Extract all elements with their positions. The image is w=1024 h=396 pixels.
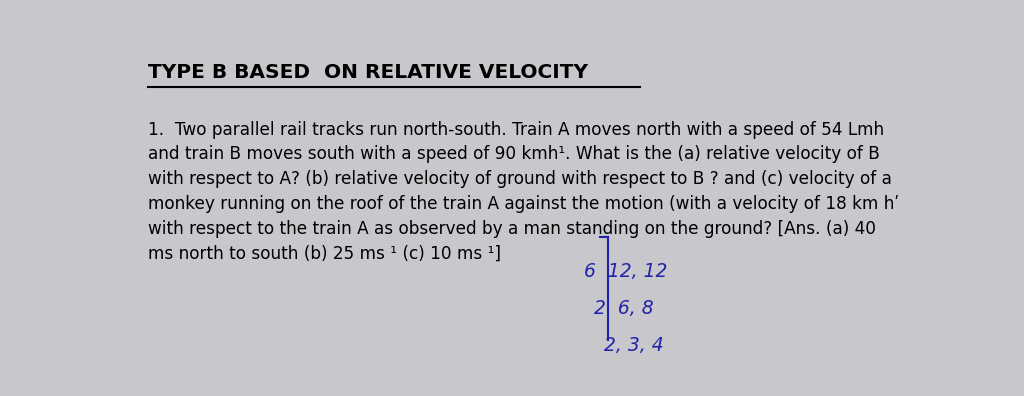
- Text: 2, 3, 4: 2, 3, 4: [604, 336, 664, 355]
- Text: 6  12, 12: 6 12, 12: [585, 263, 668, 282]
- Text: 1.  Two parallel rail tracks run north-south. Train A moves north with a speed o: 1. Two parallel rail tracks run north-so…: [147, 121, 899, 262]
- Text: TYPE B BASED  ON RELATIVE VELOCITY: TYPE B BASED ON RELATIVE VELOCITY: [147, 63, 588, 82]
- Text: 2  6, 8: 2 6, 8: [594, 299, 653, 318]
